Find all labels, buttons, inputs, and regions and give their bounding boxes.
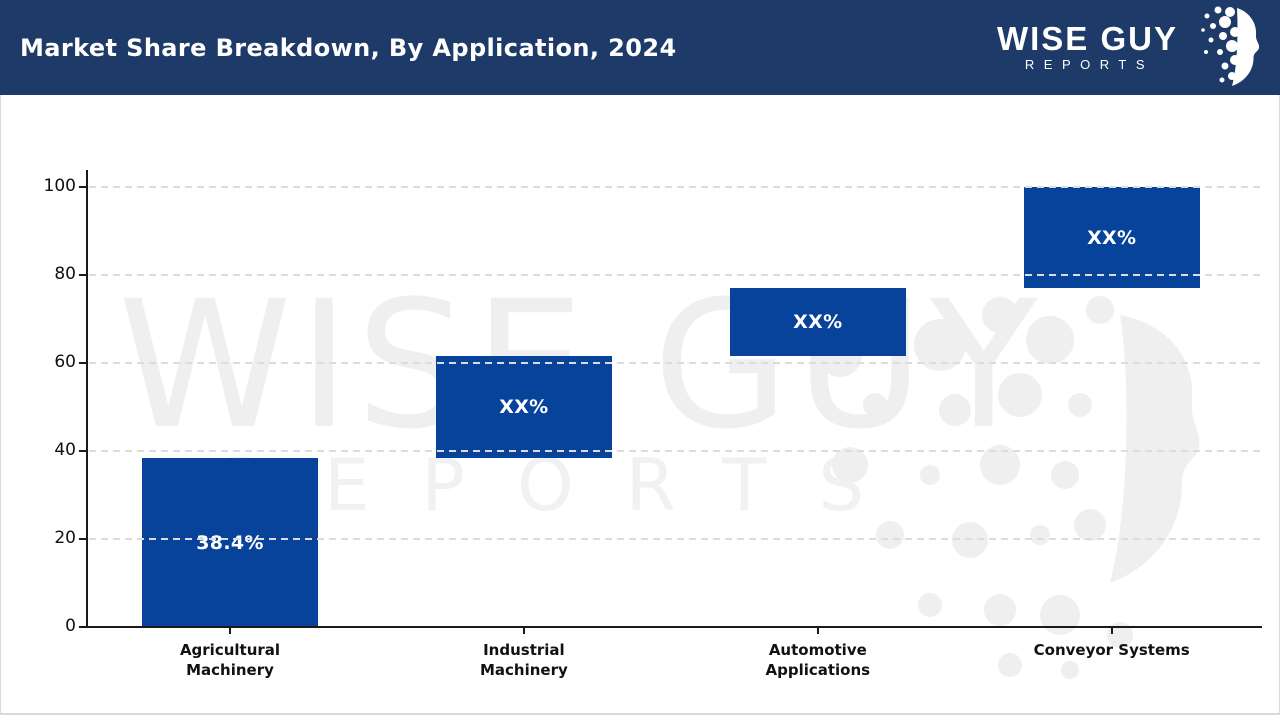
x-tick-mark [229,628,231,634]
y-tick-label: 0 [65,616,76,636]
y-tick-label: 60 [54,352,76,372]
brand-logo-text: WISE GUY REPORTS [996,19,1178,74]
bar: XX% [435,356,612,459]
y-tick-mark [79,450,86,452]
x-tick-mark [1110,628,1113,634]
gridline [89,186,1262,188]
y-tick-label: 20 [54,528,76,548]
bar-value-label: XX% [499,396,549,419]
x-category-label: Industrial Machinery [479,641,568,679]
y-axis-line [86,170,88,628]
x-tick-mark [816,628,819,634]
gridline [89,538,1262,540]
gridline [89,450,1262,452]
y-tick-label: 40 [54,440,76,460]
bar: XX% [1023,187,1200,289]
x-axis-line [86,626,1262,628]
y-tick-mark [79,626,86,628]
bar-value-label: XX% [1087,226,1137,249]
y-tick-label: 100 [43,176,76,196]
y-tick-label: 80 [54,264,76,284]
y-tick-mark [79,274,86,276]
bottom-frame-line [0,713,1280,715]
y-tick-mark [79,362,86,364]
y-tick-mark [79,538,86,540]
bar: 38.4% [142,458,318,627]
logo-wiseguy-text: WISE GUY [996,19,1178,57]
gridline [89,362,1262,364]
page-title: Market Share Breakdown, By Application, … [20,33,677,62]
y-tick-mark [79,186,86,188]
header-bar: Market Share Breakdown, By Application, … [0,0,1280,95]
x-category-label: Conveyor Systems [1033,641,1190,659]
gridline [89,274,1262,276]
bar-value-label: XX% [793,311,843,334]
brand-logo: WISE GUY REPORTS [997,4,1280,92]
bar: XX% [729,288,906,357]
x-tick-mark [522,628,525,634]
x-category-label: Automotive Applications [765,641,871,679]
x-category-label: Agricultural Machinery [179,641,281,679]
dotted-head-icon [1180,4,1266,92]
logo-reports-text: REPORTS [1024,56,1155,72]
bar-value-label: 38.4% [196,531,264,554]
